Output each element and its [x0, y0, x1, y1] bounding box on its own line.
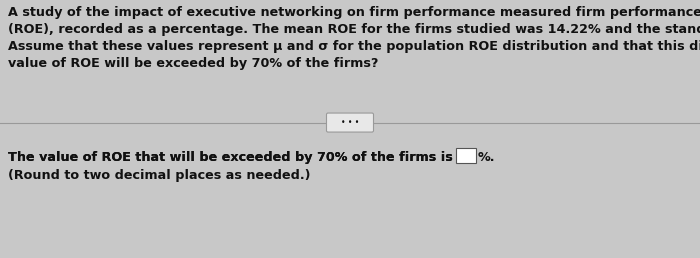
Text: The value of ROE that will be exceeded by 70% of the firms is: The value of ROE that will be exceeded b… — [8, 151, 453, 164]
Text: Assume that these values represent μ and σ for the population ROE distribution a: Assume that these values represent μ and… — [8, 40, 700, 53]
Text: • • •: • • • — [341, 118, 359, 127]
Text: value of ROE will be exceeded by 70% of the firms?: value of ROE will be exceeded by 70% of … — [8, 57, 379, 70]
Text: (Round to two decimal places as needed.): (Round to two decimal places as needed.) — [8, 168, 311, 182]
Text: The value of ROE that will be exceeded by 70% of the firms is: The value of ROE that will be exceeded b… — [8, 151, 453, 164]
Text: %.: %. — [477, 151, 496, 164]
Text: (ROE), recorded as a percentage. The mean ROE for the firms studied was 14.22% a: (ROE), recorded as a percentage. The mea… — [8, 23, 700, 36]
Bar — [456, 148, 476, 163]
Text: A study of the impact of executive networking on firm performance measured firm : A study of the impact of executive netwo… — [8, 6, 700, 19]
FancyBboxPatch shape — [326, 113, 374, 132]
